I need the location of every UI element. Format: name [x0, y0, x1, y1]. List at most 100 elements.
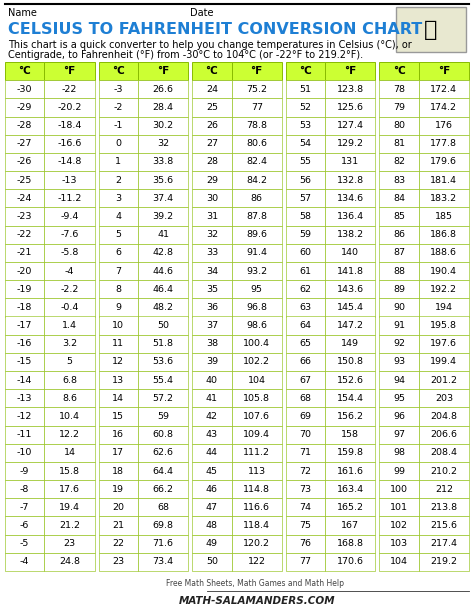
Bar	[45, 299, 95, 316]
Bar	[379, 189, 419, 207]
Text: 215.6: 215.6	[430, 521, 457, 530]
Bar	[286, 189, 325, 207]
Bar	[99, 371, 138, 389]
Bar	[5, 462, 45, 480]
Text: 7: 7	[115, 267, 121, 276]
Bar	[192, 189, 232, 207]
Bar	[192, 408, 232, 425]
Text: 208.4: 208.4	[430, 448, 457, 457]
Bar	[286, 98, 325, 116]
Bar	[286, 389, 325, 408]
Bar	[99, 189, 138, 207]
Text: 54: 54	[300, 139, 311, 148]
Text: -9: -9	[20, 466, 29, 476]
Bar	[5, 425, 45, 444]
Bar	[286, 316, 325, 335]
Bar	[45, 207, 95, 226]
Text: 47: 47	[206, 503, 218, 512]
Text: 5: 5	[115, 230, 121, 239]
Text: 168.8: 168.8	[337, 539, 364, 548]
Text: 🦒: 🦒	[424, 20, 438, 40]
Bar	[379, 244, 419, 262]
Text: -25: -25	[17, 176, 32, 185]
Text: 28: 28	[206, 158, 218, 167]
Text: -23: -23	[17, 212, 32, 221]
Bar	[5, 189, 45, 207]
Bar	[286, 371, 325, 389]
Text: 141.8: 141.8	[337, 267, 364, 276]
Bar	[419, 226, 469, 244]
Bar	[325, 244, 375, 262]
Bar	[192, 553, 232, 571]
Bar	[232, 335, 282, 353]
Text: 12.2: 12.2	[59, 430, 80, 439]
Text: 29: 29	[206, 176, 218, 185]
Bar	[396, 7, 466, 52]
Text: 167: 167	[341, 521, 359, 530]
Bar	[325, 207, 375, 226]
Text: 66: 66	[300, 357, 311, 367]
Text: 45: 45	[206, 466, 218, 476]
Text: 73: 73	[300, 485, 311, 493]
Text: 150.8: 150.8	[337, 357, 364, 367]
Bar	[419, 262, 469, 280]
Text: 190.4: 190.4	[430, 267, 457, 276]
Text: °C: °C	[299, 66, 312, 76]
Bar	[325, 444, 375, 462]
Text: 18: 18	[112, 466, 124, 476]
Bar	[419, 62, 469, 80]
Bar	[45, 425, 95, 444]
Bar	[379, 80, 419, 98]
Text: -15: -15	[17, 357, 32, 367]
Bar	[192, 262, 232, 280]
Bar	[232, 444, 282, 462]
Text: 179.6: 179.6	[430, 158, 457, 167]
Bar	[325, 62, 375, 80]
Text: 197.6: 197.6	[430, 339, 457, 348]
Text: 49: 49	[206, 539, 218, 548]
Bar	[99, 408, 138, 425]
Text: 1: 1	[115, 158, 121, 167]
Text: -4: -4	[20, 557, 29, 566]
Text: 30.2: 30.2	[153, 121, 173, 130]
Bar	[419, 535, 469, 553]
Bar	[232, 425, 282, 444]
Bar	[99, 153, 138, 171]
Bar	[99, 517, 138, 535]
Text: Date: Date	[190, 8, 213, 18]
Bar	[45, 553, 95, 571]
Text: 201.2: 201.2	[430, 376, 457, 384]
Bar	[138, 280, 188, 299]
Text: 32: 32	[157, 139, 169, 148]
Text: -13: -13	[62, 176, 77, 185]
Text: 64.4: 64.4	[153, 466, 173, 476]
Text: 199.4: 199.4	[430, 357, 457, 367]
Text: °F: °F	[438, 66, 450, 76]
Bar	[138, 353, 188, 371]
Text: 70: 70	[300, 430, 311, 439]
Bar	[5, 299, 45, 316]
Text: 19: 19	[112, 485, 124, 493]
Bar	[325, 171, 375, 189]
Bar	[138, 116, 188, 135]
Bar	[325, 80, 375, 98]
Bar	[232, 80, 282, 98]
Text: 149: 149	[341, 339, 359, 348]
Text: 156.2: 156.2	[337, 412, 364, 421]
Bar	[419, 353, 469, 371]
Text: 77: 77	[300, 557, 311, 566]
Bar	[325, 535, 375, 553]
Bar	[138, 517, 188, 535]
Bar	[99, 135, 138, 153]
Bar	[5, 226, 45, 244]
Text: 46: 46	[206, 485, 218, 493]
Text: 158: 158	[341, 430, 359, 439]
Bar	[325, 517, 375, 535]
Text: 27: 27	[206, 139, 218, 148]
Text: 69.8: 69.8	[153, 521, 173, 530]
Text: -11.2: -11.2	[57, 194, 82, 203]
Text: 147.2: 147.2	[337, 321, 364, 330]
Bar	[286, 299, 325, 316]
Bar	[99, 335, 138, 353]
Text: -29: -29	[17, 103, 32, 112]
